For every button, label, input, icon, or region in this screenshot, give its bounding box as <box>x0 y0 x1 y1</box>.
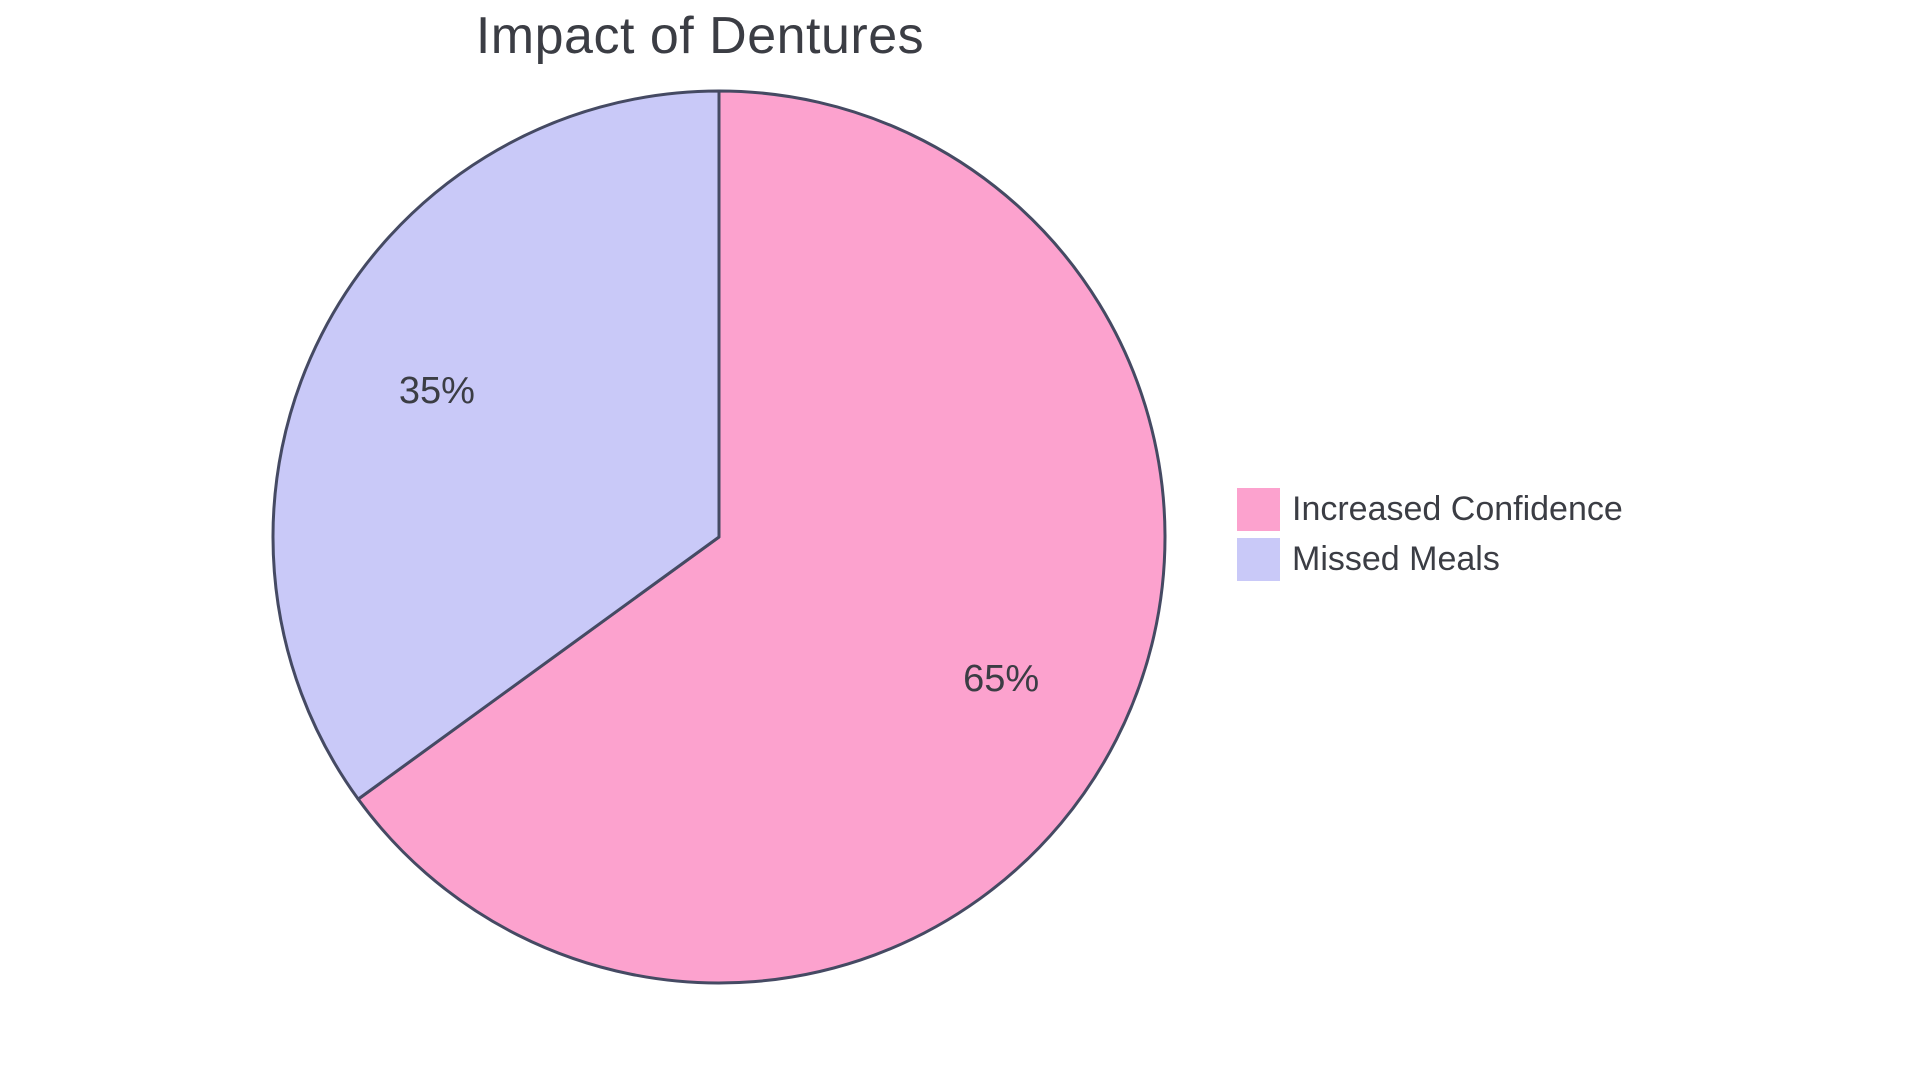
pie-percent-label-increased-confidence: 65% <box>963 658 1039 700</box>
legend-label: Increased Confidence <box>1292 490 1623 528</box>
legend: Increased Confidence Missed Meals <box>1237 488 1623 581</box>
pie-slice-missed-meals[interactable] <box>271 89 721 801</box>
pie-percent-label-missed-meals: 35% <box>399 370 475 412</box>
legend-swatch-icon <box>1237 538 1280 581</box>
legend-item-increased-confidence[interactable]: Increased Confidence <box>1237 488 1623 531</box>
chart-title: Impact of Dentures <box>475 7 925 65</box>
pie-percent-labels: 65% 35% <box>399 370 1039 700</box>
pie-slice-increased-confidence[interactable] <box>356 89 1167 985</box>
legend-swatch-icon <box>1237 488 1280 531</box>
pie-slices <box>271 89 1167 985</box>
legend-label: Missed Meals <box>1292 540 1500 578</box>
legend-item-missed-meals[interactable]: Missed Meals <box>1237 538 1623 581</box>
